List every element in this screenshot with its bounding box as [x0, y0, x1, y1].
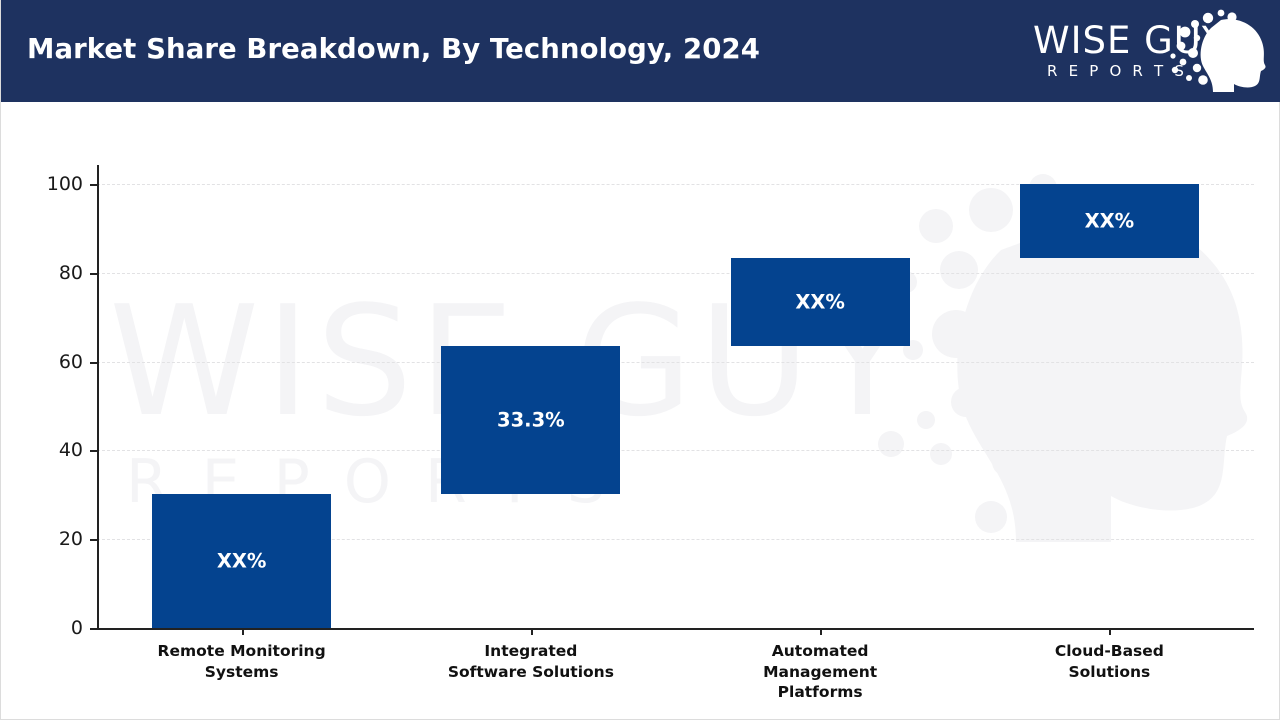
x-axis-tick-mark — [1109, 628, 1112, 635]
y-axis-tick-label: 80 — [58, 261, 83, 284]
y-axis-tick-label: 0 — [70, 617, 83, 639]
chart-header: Market Share Breakdown, By Technology, 2… — [1, 0, 1280, 102]
y-axis-tick-mark — [90, 450, 97, 453]
bar-value-label: XX% — [216, 549, 267, 573]
bar[interactable]: XX% — [152, 493, 332, 628]
x-axis-category-label: Automated Management Platforms — [763, 642, 878, 701]
bar[interactable]: 33.3% — [441, 346, 621, 494]
y-axis-tick-mark — [90, 184, 97, 186]
gridline — [97, 361, 1254, 363]
y-axis-tick-mark — [90, 361, 97, 364]
y-axis-tick-mark — [90, 539, 97, 542]
page-title: Market Share Breakdown, By Technology, 2… — [27, 33, 760, 65]
y-axis-tick-label: 60 — [58, 350, 83, 373]
x-axis-tick-mark — [530, 628, 533, 635]
bar-value-label: 33.3% — [497, 408, 565, 432]
y-axis-tick-mark — [90, 272, 97, 275]
x-axis-tick-mark — [820, 628, 823, 635]
x-axis-spine — [97, 628, 1254, 630]
gridline — [97, 272, 1254, 274]
logo-wordmark-secondary: R E P O R T S — [1047, 62, 1187, 80]
y-axis-tick-label: 40 — [58, 439, 83, 462]
logo-svg: WISE GUY R E P O R T S — [1033, 9, 1266, 92]
bar[interactable]: XX% — [1019, 184, 1199, 259]
bars-group: XX% 33.3% XX% XX% — [1, 102, 1280, 720]
y-axis-tick-label: 20 — [58, 528, 83, 551]
bar-value-label: XX% — [1084, 209, 1135, 233]
gridlines — [1, 102, 1280, 720]
x-axis-category-label: Integrated Software Solutions — [447, 642, 614, 681]
y-axis-tick-label: 100 — [46, 173, 83, 195]
axes-group: 0 20 40 60 80 100 Remote Monitoring Systems Int… — [1, 102, 1280, 720]
gridline — [97, 539, 1254, 541]
x-axis-tick-mark — [241, 628, 244, 635]
chart-plot-area: WISE GUY REPORTS XX% 33.3% XX% XX% 0 20 40 60 8… — [1, 102, 1280, 720]
bar-value-label: XX% — [795, 290, 845, 314]
y-axis-spine — [97, 165, 99, 628]
bar[interactable]: XX% — [730, 258, 910, 347]
y-axis-tick-mark — [90, 628, 97, 630]
gridline — [97, 184, 1254, 185]
logo-dotted-head-silhouette-icon — [1170, 9, 1266, 92]
x-axis-category-label: Remote Monitoring Systems — [157, 642, 326, 681]
wiseguy-logo: WISE GUY R E P O R T S — [1025, 8, 1275, 94]
x-axis-category-label: Cloud-Based Solutions — [1054, 642, 1164, 681]
gridline — [97, 450, 1254, 452]
